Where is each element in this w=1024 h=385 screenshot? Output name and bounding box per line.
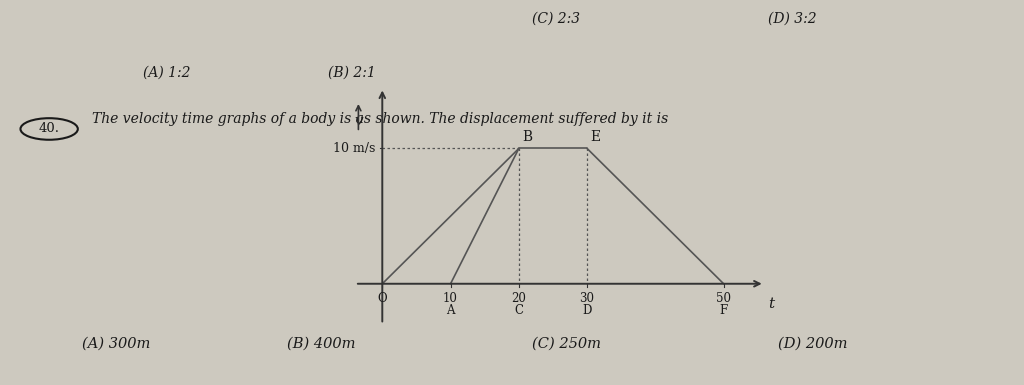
Text: 40.: 40.	[39, 122, 59, 136]
Text: t: t	[768, 297, 774, 311]
Text: A: A	[446, 304, 455, 317]
Text: E: E	[591, 131, 601, 144]
Text: (C) 250m: (C) 250m	[532, 336, 601, 350]
Text: (B) 400m: (B) 400m	[287, 336, 355, 350]
Text: 20: 20	[511, 292, 526, 305]
Text: (B) 2:1: (B) 2:1	[328, 65, 376, 79]
Text: (A) 1:2: (A) 1:2	[143, 65, 190, 79]
Text: v: v	[354, 114, 362, 129]
Text: (D) 200m: (D) 200m	[778, 336, 848, 350]
Text: O: O	[378, 292, 387, 305]
Text: F: F	[720, 304, 728, 317]
Text: (C) 2:3: (C) 2:3	[532, 12, 581, 25]
Text: 10 m/s: 10 m/s	[333, 142, 376, 155]
Text: B: B	[522, 131, 532, 144]
Text: 10: 10	[443, 292, 458, 305]
Text: 30: 30	[580, 292, 595, 305]
Text: 50: 50	[716, 292, 731, 305]
Text: C: C	[514, 304, 523, 317]
Text: The velocity time graphs of a body is as shown. The displacement suffered by it : The velocity time graphs of a body is as…	[92, 112, 669, 126]
Text: (D) 3:2: (D) 3:2	[768, 12, 816, 25]
Text: (A) 300m: (A) 300m	[82, 336, 151, 350]
Text: D: D	[583, 304, 592, 317]
